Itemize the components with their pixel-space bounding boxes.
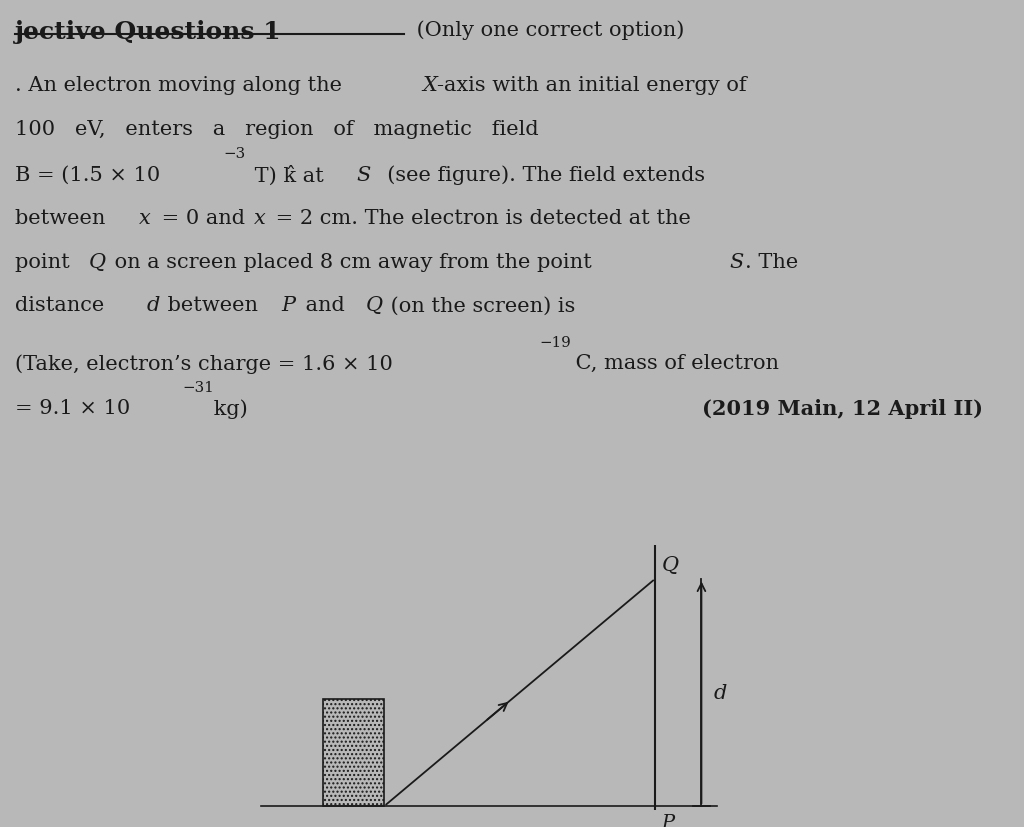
Text: d: d bbox=[714, 683, 727, 702]
Text: x: x bbox=[139, 208, 151, 227]
Text: (Take, electron’s charge = 1.6 × 10: (Take, electron’s charge = 1.6 × 10 bbox=[15, 354, 393, 374]
Text: S: S bbox=[356, 165, 371, 184]
Text: −31: −31 bbox=[182, 380, 214, 394]
Text: 100   eV,   enters   a   region   of   magnetic   field: 100 eV, enters a region of magnetic fiel… bbox=[15, 120, 539, 139]
Text: P: P bbox=[662, 813, 675, 827]
Text: and: and bbox=[299, 296, 351, 315]
Text: on a screen placed 8 cm away from the point: on a screen placed 8 cm away from the po… bbox=[108, 252, 598, 271]
Text: P: P bbox=[282, 296, 296, 315]
Text: jective Questions 1: jective Questions 1 bbox=[15, 20, 282, 44]
Text: = 2 cm. The electron is detected at the: = 2 cm. The electron is detected at the bbox=[269, 208, 691, 227]
Text: (see figure). The field extends: (see figure). The field extends bbox=[374, 165, 705, 185]
Text: −19: −19 bbox=[540, 336, 571, 350]
Text: Q: Q bbox=[662, 556, 679, 575]
Text: (Only one correct option): (Only one correct option) bbox=[410, 20, 684, 40]
Text: point: point bbox=[15, 252, 77, 271]
Text: Q: Q bbox=[89, 252, 106, 271]
Text: = 9.1 × 10: = 9.1 × 10 bbox=[15, 399, 131, 418]
Text: S: S bbox=[729, 252, 743, 271]
Text: (2019 Main, 12 April II): (2019 Main, 12 April II) bbox=[702, 399, 983, 418]
Text: = 0 and: = 0 and bbox=[155, 208, 251, 227]
Text: d: d bbox=[146, 296, 160, 315]
Text: distance: distance bbox=[15, 296, 112, 315]
Bar bbox=[323, 699, 384, 806]
Text: between: between bbox=[15, 208, 113, 227]
Text: . The: . The bbox=[745, 252, 799, 271]
Text: . An electron moving along the: . An electron moving along the bbox=[15, 76, 349, 95]
Text: between: between bbox=[161, 296, 264, 315]
Text: C, mass of electron: C, mass of electron bbox=[569, 354, 779, 373]
Text: B = (1.5 × 10: B = (1.5 × 10 bbox=[15, 165, 161, 184]
Text: -axis with an initial energy of: -axis with an initial energy of bbox=[437, 76, 746, 95]
Text: T) k̂ at: T) k̂ at bbox=[248, 165, 330, 185]
Text: x: x bbox=[254, 208, 265, 227]
Text: −3: −3 bbox=[223, 147, 246, 161]
Text: kg): kg) bbox=[207, 399, 248, 418]
Text: (on the screen) is: (on the screen) is bbox=[384, 296, 575, 315]
Text: Q: Q bbox=[366, 296, 383, 315]
Text: X: X bbox=[422, 76, 437, 95]
